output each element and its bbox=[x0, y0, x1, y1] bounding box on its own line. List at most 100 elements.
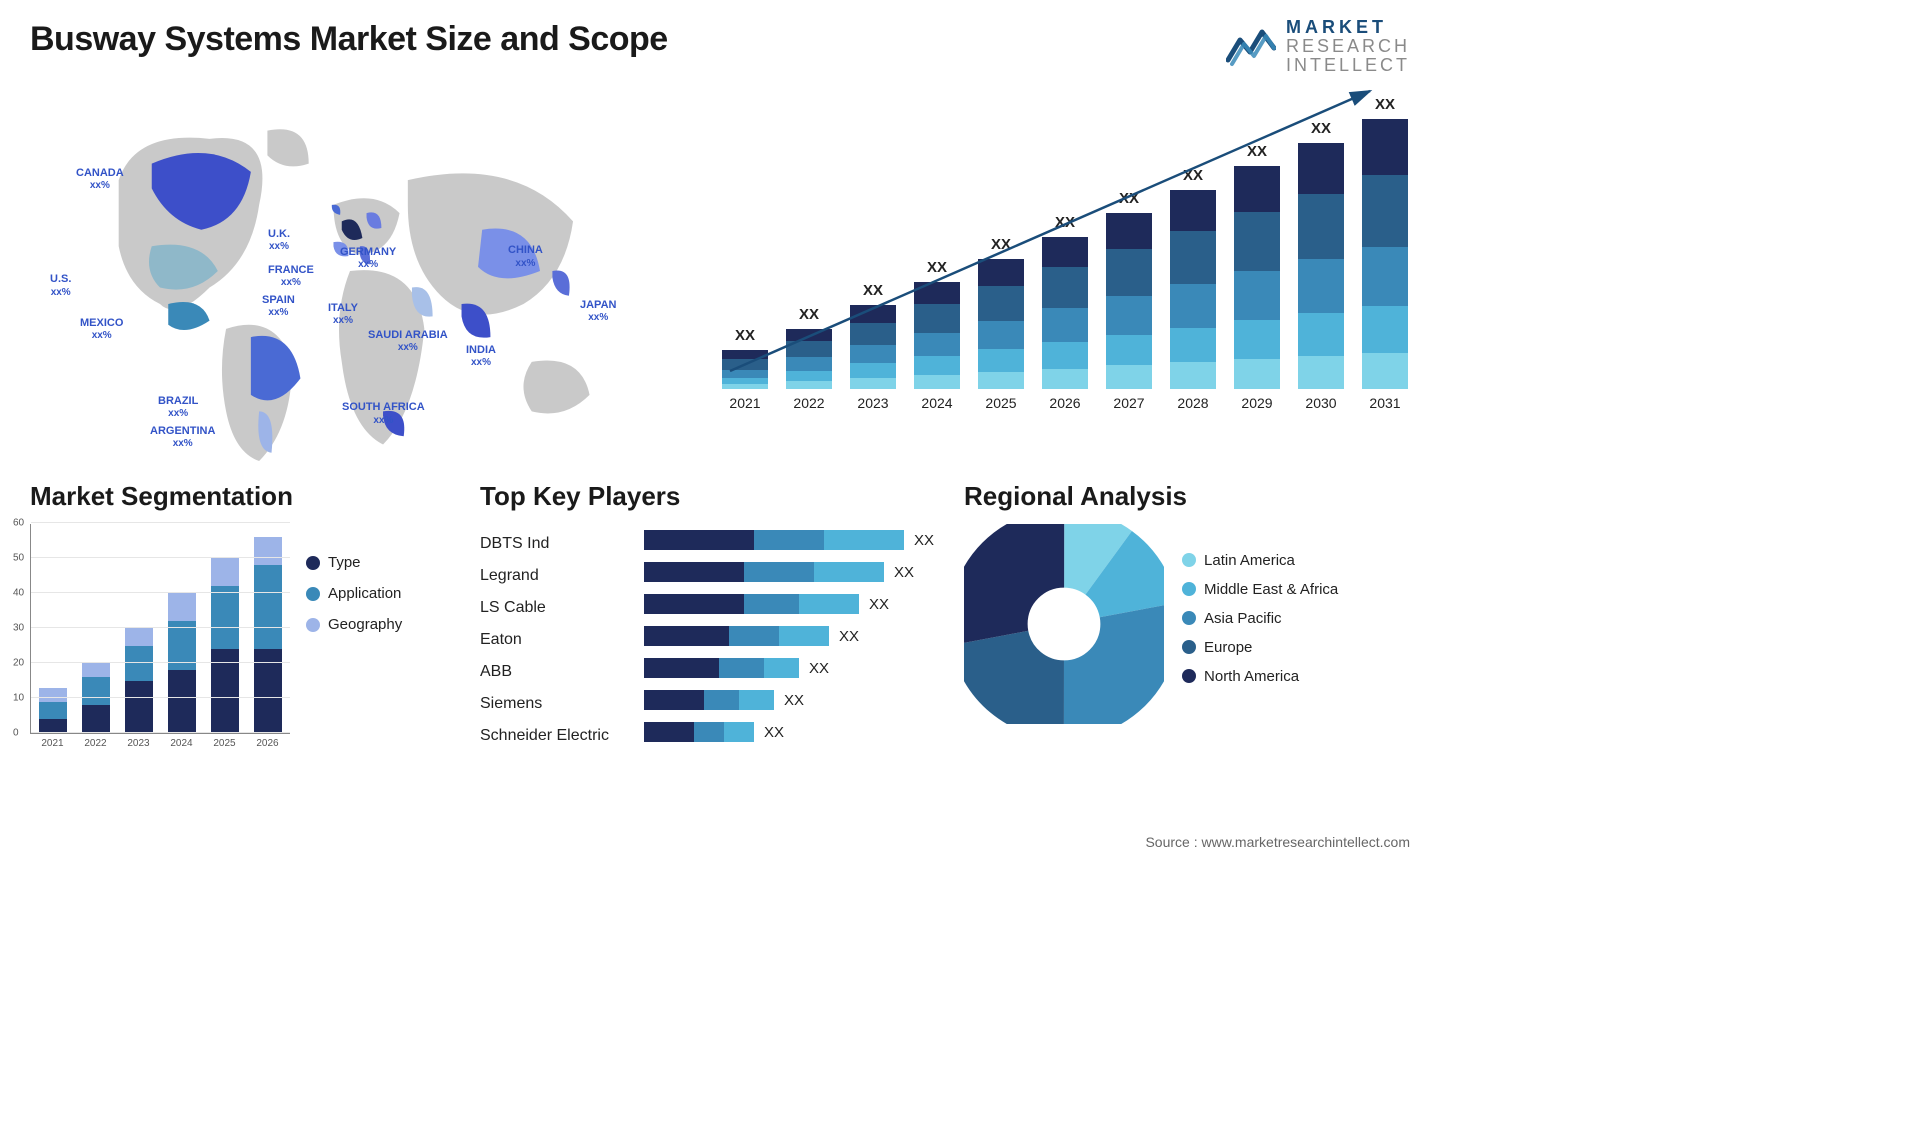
segmentation-heading: Market Segmentation bbox=[30, 481, 450, 512]
map-country-label: SOUTH AFRICAxx% bbox=[342, 401, 425, 426]
map-country-label: FRANCExx% bbox=[268, 264, 314, 289]
growth-bar: XX2028 bbox=[1168, 167, 1218, 411]
segmentation-bar bbox=[37, 688, 70, 734]
brand-logo: MARKET RESEARCH INTELLECT bbox=[1226, 18, 1410, 75]
segmentation-bar bbox=[80, 663, 113, 733]
legend-item: Application bbox=[306, 585, 402, 602]
player-name: DBTS Ind bbox=[480, 528, 630, 560]
logo-line-3: INTELLECT bbox=[1286, 56, 1410, 75]
map-country-label: GERMANYxx% bbox=[340, 246, 396, 271]
regional-donut-chart bbox=[964, 524, 1164, 724]
growth-bar: XX 2026 bbox=[1040, 214, 1090, 411]
legend-item: Asia Pacific bbox=[1182, 610, 1338, 627]
regional-heading: Regional Analysis bbox=[964, 481, 1410, 512]
growth-bar-year: 2023 bbox=[857, 395, 888, 411]
growth-bar: XX2022 bbox=[784, 306, 834, 411]
logo-mark-icon bbox=[1226, 24, 1276, 68]
growth-bar-value: XX bbox=[1055, 214, 1075, 231]
players-heading: Top Key Players bbox=[480, 481, 934, 512]
growth-bar-value: XX bbox=[991, 236, 1011, 253]
player-bar-row: XX bbox=[644, 524, 934, 556]
growth-bar-year: 2029 bbox=[1241, 395, 1272, 411]
map-country-label: BRAZILxx% bbox=[158, 395, 198, 420]
growth-bar-year: 2022 bbox=[793, 395, 824, 411]
legend-item: Type bbox=[306, 554, 402, 571]
legend-item: Latin America bbox=[1182, 552, 1338, 569]
logo-line-2: RESEARCH bbox=[1286, 37, 1410, 56]
player-bar-row: XX bbox=[644, 684, 934, 716]
legend-item: North America bbox=[1182, 668, 1338, 685]
segmentation-year: 2023 bbox=[122, 738, 155, 749]
player-name: Legrand bbox=[480, 560, 630, 592]
map-country-label: INDIAxx% bbox=[466, 344, 496, 369]
segmentation-chart: 0102030405060 202120222023202420252026 bbox=[30, 524, 290, 774]
map-country-label: U.S.xx% bbox=[50, 273, 71, 298]
growth-bar-year: 2024 bbox=[921, 395, 952, 411]
player-bar-value: XX bbox=[764, 724, 784, 741]
map-country-label: SPAINxx% bbox=[262, 294, 295, 319]
player-bar-value: XX bbox=[894, 564, 914, 581]
growth-bar: XX 2031 bbox=[1360, 96, 1410, 411]
regional-legend: Latin America Middle East & Africa Asia Pa… bbox=[1182, 552, 1338, 697]
growth-bar: XX 2030 bbox=[1296, 120, 1346, 411]
growth-bar-value: XX bbox=[735, 327, 755, 344]
growth-bar-year: 2021 bbox=[729, 395, 760, 411]
regional-section: Regional Analysis Latin America Middle Ea… bbox=[964, 481, 1410, 774]
segmentation-bar bbox=[165, 593, 198, 733]
player-name: Eaton bbox=[480, 624, 630, 656]
growth-bar-value: XX bbox=[1375, 96, 1395, 113]
growth-bar: XX 2021 bbox=[720, 327, 770, 411]
map-country-label: SAUDI ARABIAxx% bbox=[368, 329, 448, 354]
segmentation-year: 2021 bbox=[36, 738, 69, 749]
growth-chart: XX2021XX2022XX2023XX2024XX2025XX2026XX20… bbox=[710, 81, 1410, 461]
map-country-label: U.K.xx% bbox=[268, 228, 290, 253]
source-attribution: Source : www.marketresearchintellect.com bbox=[1145, 834, 1410, 850]
legend-item: Europe bbox=[1182, 639, 1338, 656]
player-bar-row: XX bbox=[644, 556, 934, 588]
growth-bar: XX 2024 bbox=[912, 259, 962, 411]
growth-bar-year: 2031 bbox=[1369, 395, 1400, 411]
player-bar-row: XX bbox=[644, 620, 934, 652]
player-bar-value: XX bbox=[869, 596, 889, 613]
growth-bar: XX 2023 bbox=[848, 282, 898, 411]
player-bar-value: XX bbox=[914, 532, 934, 549]
segmentation-bar bbox=[208, 558, 241, 733]
player-bar-row: XX bbox=[644, 716, 934, 748]
segmentation-bar bbox=[251, 537, 284, 733]
legend-item: Middle East & Africa bbox=[1182, 581, 1338, 598]
growth-bar-value: XX bbox=[1183, 167, 1203, 184]
players-bars: XXXXXXXXXXXXXX bbox=[644, 524, 934, 752]
legend-item: Geography bbox=[306, 616, 402, 633]
world-map: CANADAxx% U.S.xx% MEXICOxx% BRAZILxx% ARGENT… bbox=[30, 81, 670, 461]
growth-bar-value: XX bbox=[1311, 120, 1331, 137]
segmentation-year: 2022 bbox=[79, 738, 112, 749]
logo-line-1: MARKET bbox=[1286, 18, 1410, 37]
player-bar-row: XX bbox=[644, 652, 934, 684]
growth-bar-value: XX bbox=[1119, 190, 1139, 207]
players-labels: DBTS IndLegrandLS CableEatonABBSiemensSc… bbox=[480, 524, 630, 752]
map-country-label: CHINAxx% bbox=[508, 244, 543, 269]
segmentation-bar bbox=[123, 628, 156, 733]
segmentation-year: 2025 bbox=[208, 738, 241, 749]
growth-bar-value: XX bbox=[863, 282, 883, 299]
segmentation-legend: Type Application Geography bbox=[306, 524, 402, 774]
map-country-label: ITALYxx% bbox=[328, 302, 358, 327]
growth-bar-year: 2027 bbox=[1113, 395, 1144, 411]
player-bar-value: XX bbox=[809, 660, 829, 677]
growth-bar-year: 2026 bbox=[1049, 395, 1080, 411]
growth-bar: XX 2025 bbox=[976, 236, 1026, 411]
player-name: Siemens bbox=[480, 688, 630, 720]
page-title: Busway Systems Market Size and Scope bbox=[30, 20, 1410, 59]
map-country-label: JAPANxx% bbox=[580, 299, 616, 324]
map-country-label: MEXICOxx% bbox=[80, 317, 123, 342]
growth-bar: XX 2027 bbox=[1104, 190, 1154, 411]
player-name: LS Cable bbox=[480, 592, 630, 624]
growth-bar-year: 2025 bbox=[985, 395, 1016, 411]
growth-bar-value: XX bbox=[1247, 143, 1267, 160]
players-section: Top Key Players DBTS IndLegrandLS CableE… bbox=[480, 481, 934, 774]
map-country-label: ARGENTINAxx% bbox=[150, 425, 215, 450]
growth-bar-year: 2030 bbox=[1305, 395, 1336, 411]
growth-bar-value: XX bbox=[927, 259, 947, 276]
segmentation-year: 2024 bbox=[165, 738, 198, 749]
map-country-label: CANADAxx% bbox=[76, 167, 124, 192]
